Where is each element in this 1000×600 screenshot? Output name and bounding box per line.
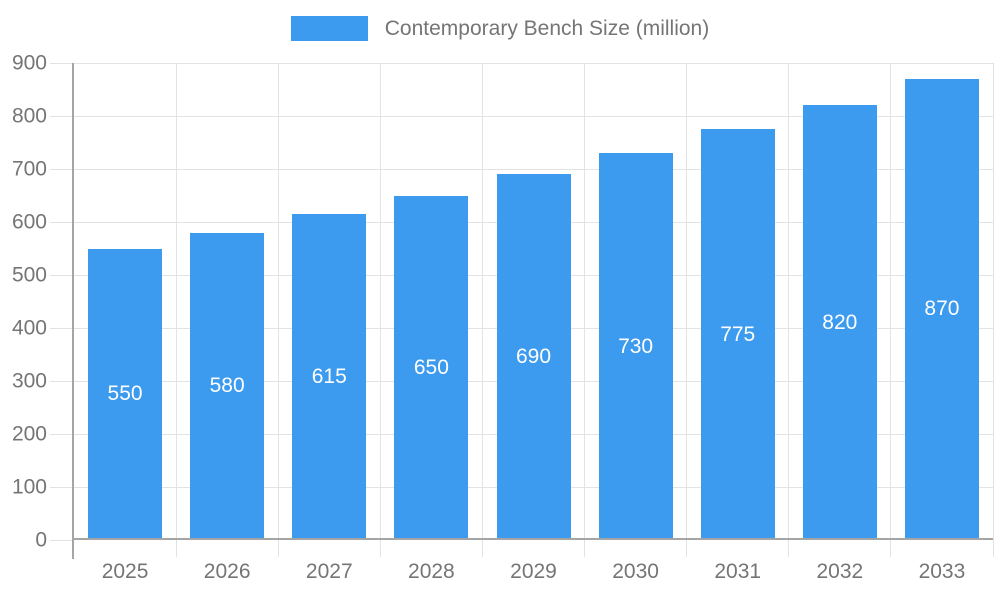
y-axis-label: 200	[11, 422, 47, 446]
x-gridline	[379, 63, 381, 540]
x-gridline	[481, 63, 483, 540]
y-gridline	[74, 168, 993, 170]
bar-2030[interactable]: 730	[598, 153, 673, 540]
bar-2029[interactable]: 690	[496, 174, 571, 540]
x-gridline	[175, 63, 177, 540]
x-axis-label: 2029	[510, 560, 557, 583]
y-axis-tick	[50, 539, 74, 541]
x-gridline	[788, 63, 790, 540]
x-gridline	[584, 63, 586, 540]
y-axis-tick	[50, 274, 74, 276]
legend-swatch-icon	[290, 16, 368, 41]
x-axis-label: 2031	[714, 560, 762, 583]
y-axis-label: 400	[11, 316, 47, 340]
x-gridline	[277, 63, 279, 540]
y-axis-tick	[50, 168, 74, 170]
legend[interactable]: Contemporary Bench Size (million)	[0, 16, 1000, 41]
bar-2028[interactable]: 650	[394, 195, 469, 540]
x-axis-tick	[788, 540, 790, 557]
bar-value-label: 870	[924, 297, 960, 321]
x-axis-label: 2030	[612, 560, 659, 583]
x-axis-tick	[890, 540, 892, 557]
legend-label: Contemporary Bench Size (million)	[384, 16, 710, 40]
bar-value-label: 690	[515, 345, 552, 369]
bar-2032[interactable]: 820	[802, 105, 877, 540]
y-axis-tick	[50, 327, 74, 329]
y-axis-label: 300	[11, 369, 47, 393]
bar-value-label: 730	[618, 334, 654, 358]
x-axis-label: 2027	[305, 560, 353, 583]
x-axis-label: 2025	[101, 560, 149, 583]
y-axis-label: 700	[11, 157, 47, 181]
bar-2026[interactable]: 580	[190, 232, 265, 540]
bar-value-label: 550	[107, 382, 143, 406]
bar-value-label: 580	[209, 374, 245, 398]
x-axis-line	[72, 538, 993, 540]
x-axis-tick	[584, 540, 586, 557]
x-axis-tick	[175, 540, 177, 557]
y-gridline	[74, 115, 993, 117]
x-axis-tick	[277, 540, 279, 557]
x-axis-tick	[481, 540, 483, 557]
y-axis-tick	[50, 486, 74, 488]
y-axis-label: 800	[11, 104, 47, 128]
x-gridline	[686, 63, 688, 540]
bar-2025[interactable]: 550	[88, 248, 163, 540]
y-axis-line	[72, 63, 74, 559]
plot-area: 0 100 200 300 400 500 600 700 800 900 550 2025 580 20…	[12, 53, 994, 583]
x-gridline	[992, 63, 994, 540]
y-axis-label: 0	[35, 528, 47, 552]
x-axis-label: 2033	[918, 560, 966, 583]
bar-2031[interactable]: 775	[700, 129, 775, 540]
y-axis-tick	[50, 62, 74, 64]
bar-value-label: 650	[413, 355, 449, 379]
bar-2033[interactable]: 870	[904, 78, 979, 540]
x-axis-label: 2028	[408, 560, 455, 583]
x-axis-tick	[379, 540, 381, 557]
y-axis-tick	[50, 221, 74, 223]
y-axis-tick	[50, 433, 74, 435]
bar-value-label: 615	[311, 365, 347, 389]
y-axis-label: 600	[11, 210, 47, 234]
y-axis-label: 100	[11, 475, 47, 499]
x-axis-tick	[992, 540, 994, 557]
x-gridline	[890, 63, 892, 540]
y-axis-label: 500	[11, 263, 47, 287]
bar-value-label: 775	[720, 322, 756, 346]
bar-2027[interactable]: 615	[292, 214, 367, 540]
y-axis-tick	[50, 115, 74, 117]
x-axis-label: 2026	[203, 560, 251, 583]
x-axis-tick	[686, 540, 688, 557]
y-axis-tick	[50, 380, 74, 382]
y-gridline	[74, 62, 993, 64]
y-axis-label: 900	[11, 51, 47, 75]
x-axis-label: 2032	[816, 560, 864, 583]
bar-value-label: 820	[822, 310, 858, 334]
